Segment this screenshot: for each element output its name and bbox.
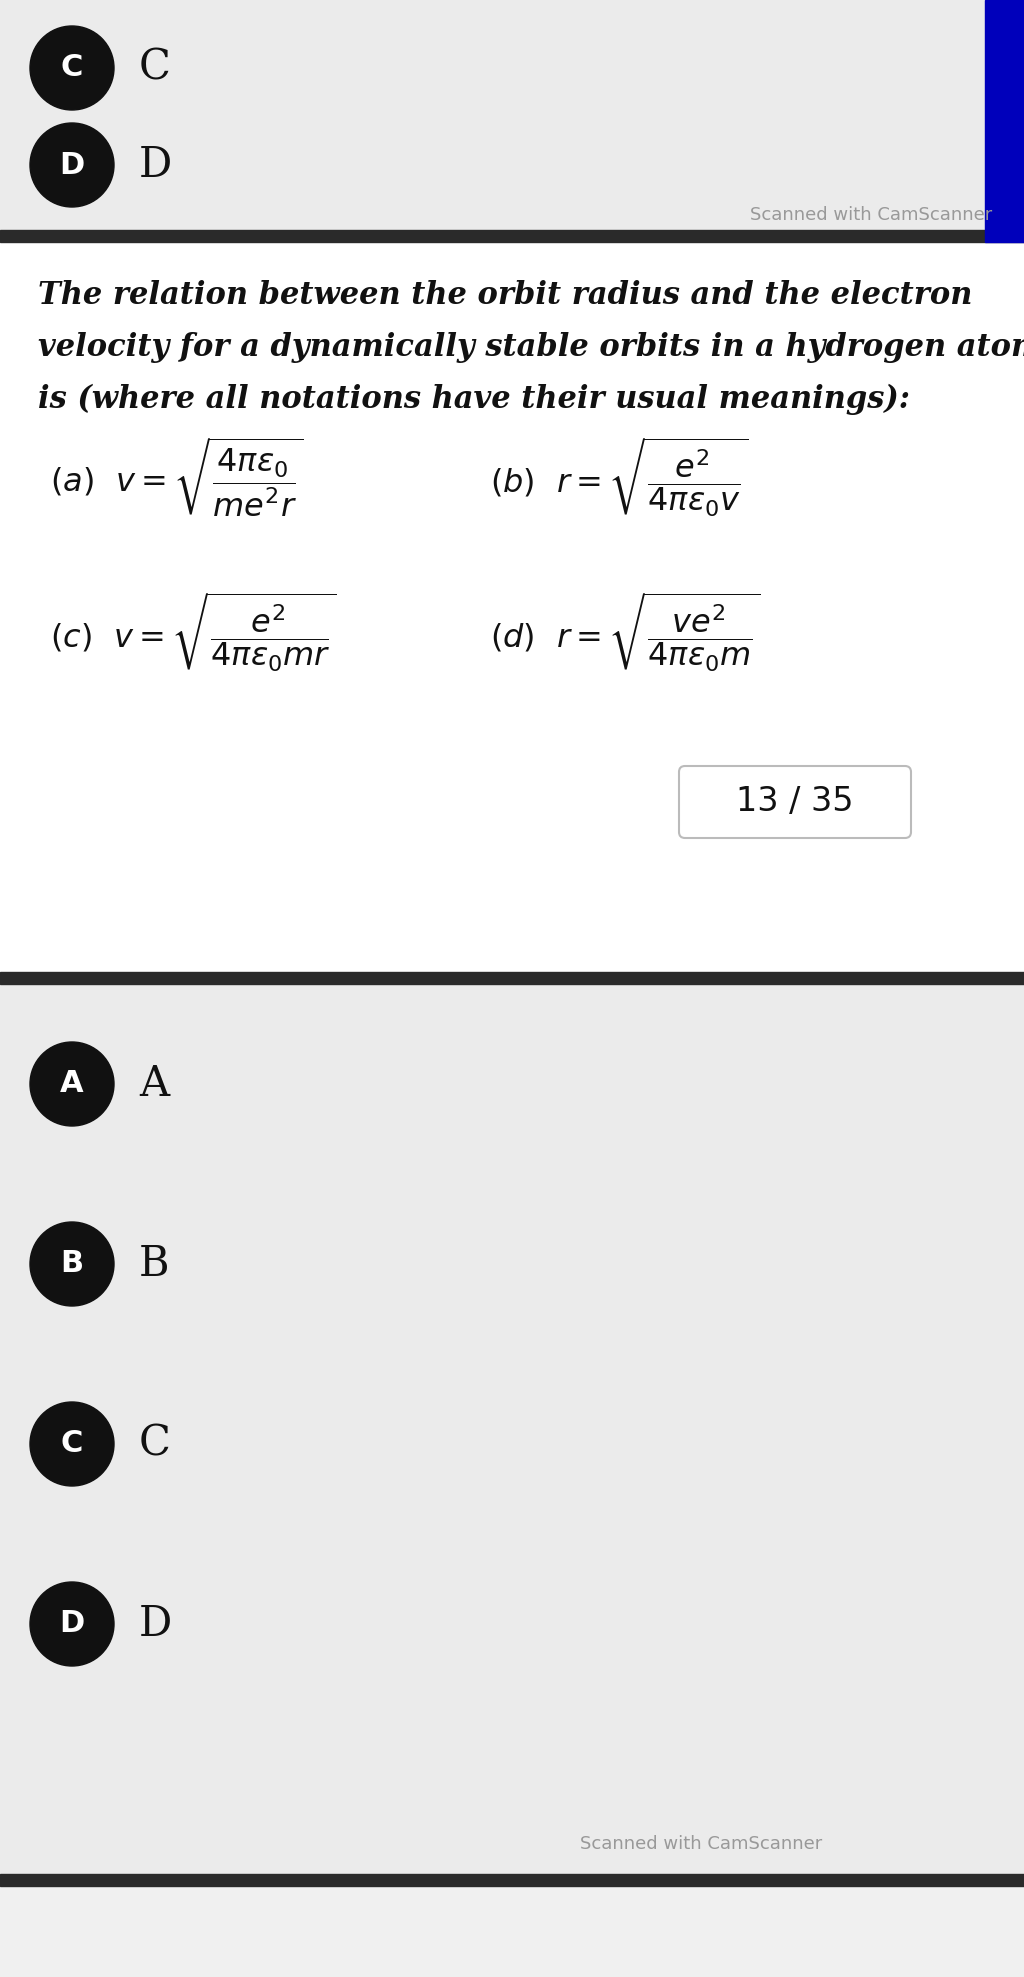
Text: A: A <box>139 1064 169 1105</box>
Bar <box>985 0 1024 241</box>
Text: $(d)\ \ r = \sqrt{\dfrac{ve^2}{4\pi\varepsilon_0 m}}$: $(d)\ \ r = \sqrt{\dfrac{ve^2}{4\pi\vare… <box>490 591 761 674</box>
Text: C: C <box>139 1423 171 1465</box>
Bar <box>0 241 1024 973</box>
Text: $(a)\ \ v = \sqrt{\dfrac{4\pi\varepsilon_0}{me^2r}}$: $(a)\ \ v = \sqrt{\dfrac{4\pi\varepsilon… <box>50 435 303 518</box>
Text: The relation between the orbit radius and the electron: The relation between the orbit radius an… <box>38 281 973 310</box>
Bar <box>0 1874 1024 1886</box>
Circle shape <box>30 1222 114 1307</box>
FancyBboxPatch shape <box>679 765 911 838</box>
Text: C: C <box>60 1429 83 1459</box>
Text: B: B <box>139 1244 170 1285</box>
Text: C: C <box>139 47 171 89</box>
Text: 13 / 35: 13 / 35 <box>736 785 854 818</box>
Circle shape <box>30 26 114 111</box>
Text: B: B <box>60 1249 84 1279</box>
Text: A: A <box>60 1070 84 1099</box>
Text: velocity for a dynamically stable orbits in a hydrogen atom: velocity for a dynamically stable orbits… <box>38 332 1024 364</box>
Circle shape <box>30 1042 114 1127</box>
Bar <box>0 0 1024 229</box>
Text: D: D <box>59 1609 85 1639</box>
Circle shape <box>30 123 114 208</box>
Bar <box>0 985 1024 1874</box>
Text: $(b)\ \ r = \sqrt{\dfrac{e^2}{4\pi\varepsilon_0 v}}$: $(b)\ \ r = \sqrt{\dfrac{e^2}{4\pi\varep… <box>490 435 749 518</box>
Text: $(c)\ \ v = \sqrt{\dfrac{e^2}{4\pi\varepsilon_0 mr}}$: $(c)\ \ v = \sqrt{\dfrac{e^2}{4\pi\varep… <box>50 591 337 674</box>
Text: D: D <box>139 1603 172 1645</box>
Bar <box>0 1886 1024 1977</box>
Text: D: D <box>59 150 85 180</box>
Text: Scanned with CamScanner: Scanned with CamScanner <box>750 206 992 223</box>
Bar <box>0 229 1024 241</box>
Text: D: D <box>139 144 172 186</box>
Circle shape <box>30 1582 114 1667</box>
Text: Scanned with CamScanner: Scanned with CamScanner <box>580 1835 822 1852</box>
Text: is (where all notations have their usual meanings):: is (where all notations have their usual… <box>38 384 910 415</box>
Text: C: C <box>60 53 83 83</box>
Circle shape <box>30 1402 114 1487</box>
Bar <box>0 973 1024 985</box>
